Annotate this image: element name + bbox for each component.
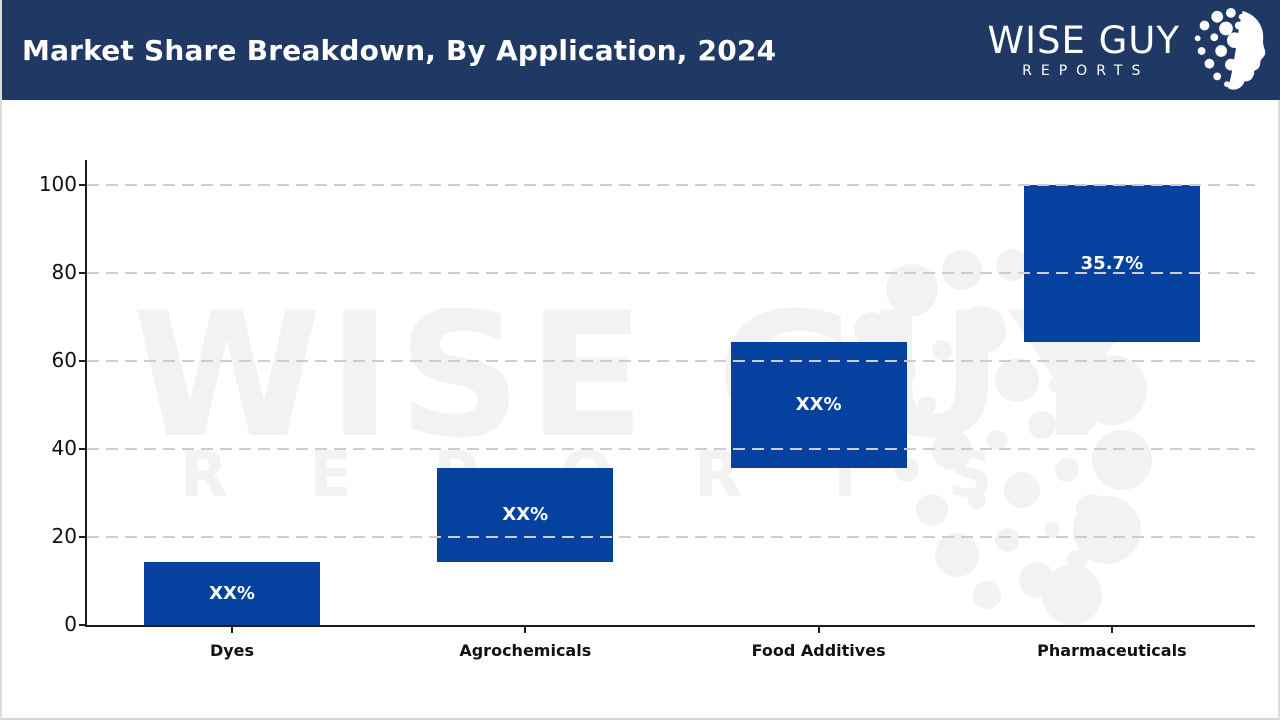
- y-gridline: [87, 272, 1255, 274]
- x-axis-tick: [1110, 625, 1113, 633]
- y-axis-tick: [79, 184, 87, 186]
- y-gridline: [87, 536, 1255, 538]
- bar-value-label: 35.7%: [1080, 253, 1144, 275]
- x-axis-tick: [231, 625, 233, 633]
- wiseguy-logo: WISE GUY REPORTS: [988, 7, 1268, 93]
- bar-value-label: XX%: [209, 583, 255, 605]
- x-axis-category-label: Food Additives: [751, 641, 886, 660]
- x-axis-tick: [817, 625, 820, 633]
- bar-value-label: XX%: [795, 394, 842, 416]
- y-gridline: [87, 448, 1255, 450]
- y-axis-tick: [79, 360, 87, 362]
- bar-value-label: XX%: [502, 504, 549, 526]
- y-axis-tick-label: 80: [51, 260, 77, 284]
- x-axis-category-label: Agrochemicals: [459, 641, 592, 660]
- waterfall-bar-segment: XX%: [437, 467, 614, 563]
- y-axis-tick-label: 60: [51, 348, 77, 372]
- y-axis-tick: [79, 536, 87, 538]
- logo-wordmark: WISE GUY: [987, 19, 1180, 62]
- y-gridline: [87, 184, 1255, 186]
- logo-subtitle: REPORTS: [1022, 63, 1150, 79]
- watermark-wordmark: WISE GUY: [132, 275, 1141, 476]
- y-gridline: [87, 360, 1255, 362]
- header-banner: Market Share Breakdown, By Application, …: [2, 0, 1280, 100]
- y-axis-tick-label: 0: [64, 612, 77, 636]
- y-axis-tick-label: 20: [51, 524, 77, 548]
- waterfall-bar-segment: 35.7%: [1023, 185, 1200, 343]
- page-title: Market Share Breakdown, By Application, …: [22, 33, 777, 67]
- y-axis-tick-label: 100: [38, 172, 77, 196]
- wiseguy-face-icon: [1194, 7, 1266, 90]
- y-axis-tick-label: 40: [51, 436, 77, 460]
- y-axis-tick: [79, 272, 87, 274]
- waterfall-bar-segment: XX%: [144, 562, 320, 625]
- x-axis-line: [85, 625, 1255, 627]
- x-axis-category-label: Pharmaceuticals: [1037, 641, 1187, 660]
- x-axis-category-label: Dyes: [209, 641, 255, 660]
- y-axis-tick: [79, 448, 87, 450]
- y-axis-line: [85, 160, 87, 627]
- x-axis-tick: [524, 625, 527, 633]
- wiseguy-logo-text: WISE GUY REPORTS: [988, 22, 1180, 78]
- y-axis-tick: [79, 624, 87, 626]
